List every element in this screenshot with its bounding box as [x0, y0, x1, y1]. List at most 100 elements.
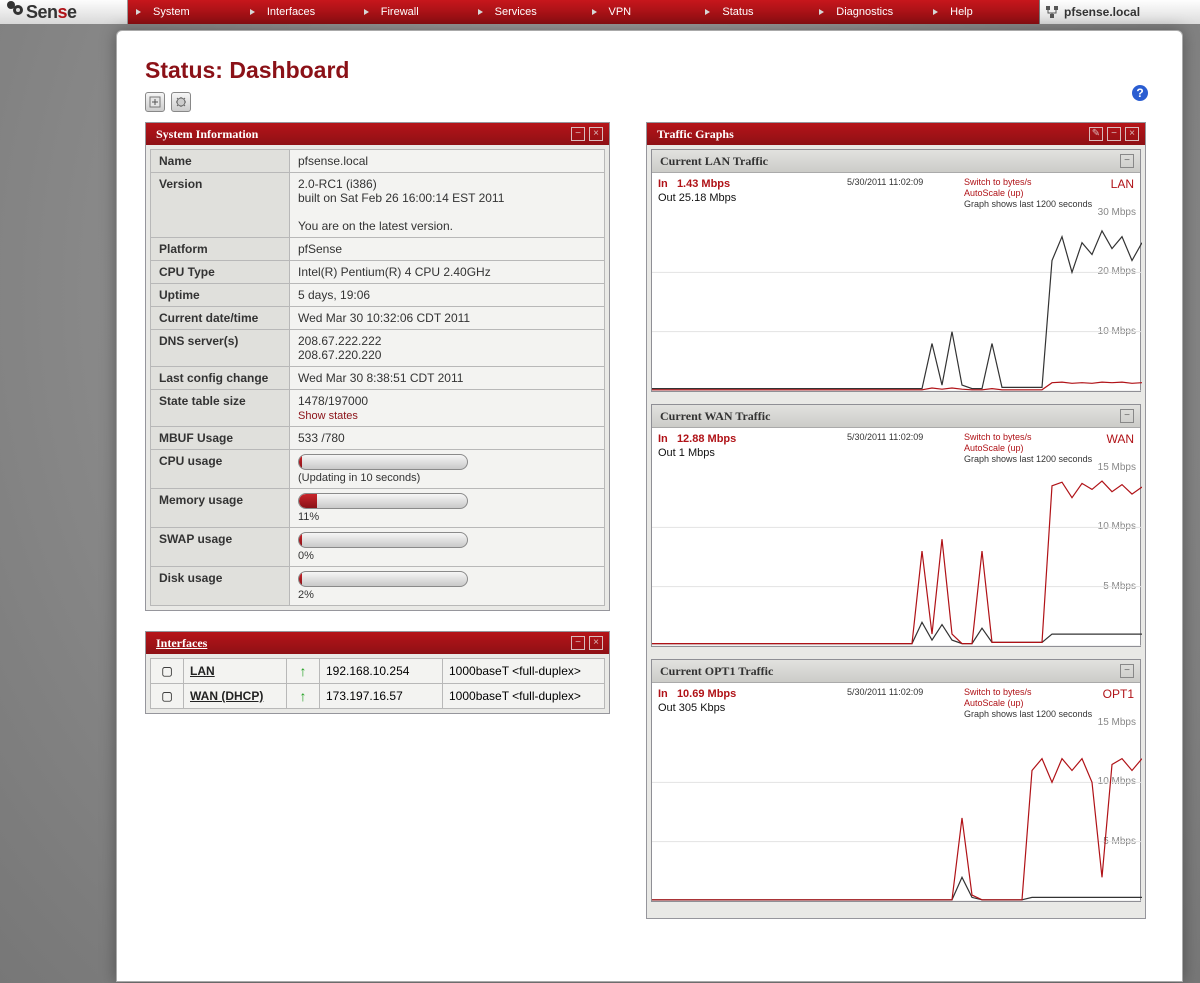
sysinfo-key: Platform — [151, 238, 290, 261]
traffic-graphs-widget: Traffic Graphs ✎ − × Current LAN Traffic… — [646, 122, 1146, 919]
usage-label: 0% — [298, 550, 596, 562]
usage-bar — [298, 454, 468, 470]
graph-body: In 1.43 MbpsOut 25.18 Mbps 5/30/2011 11:0… — [652, 173, 1140, 391]
graph-plot — [652, 468, 1142, 646]
add-widget-button[interactable] — [145, 92, 165, 112]
widget-title: Traffic Graphs — [657, 123, 1085, 145]
sysinfo-key: Last config change — [151, 367, 290, 390]
main-menu: SystemInterfacesFirewallServicesVPNStatu… — [128, 0, 1039, 24]
menu-diagnostics[interactable]: Diagnostics — [811, 0, 925, 24]
logo-icon — [6, 0, 24, 18]
config-icon[interactable]: ✎ — [1089, 127, 1103, 141]
logo: Sense — [0, 0, 128, 24]
sysinfo-key: Current date/time — [151, 307, 290, 330]
interface-name[interactable]: LAN — [190, 664, 215, 678]
graph-timestamp: 5/30/2011 11:02:09 — [847, 687, 923, 697]
sysinfo-value: 5 days, 19:06 — [290, 284, 605, 307]
interface-name[interactable]: WAN (DHCP) — [190, 689, 263, 703]
graph-meta: Switch to bytes/sAutoScale (up)Graph sho… — [964, 687, 1092, 720]
graph-timestamp: 5/30/2011 11:02:09 — [847, 177, 923, 187]
status-up-icon: ↑ — [300, 663, 307, 679]
help-icon[interactable]: ? — [1132, 85, 1148, 101]
interfaces-widget: Interfaces − × ▢LAN↑192.168.10.2541000ba… — [145, 631, 610, 714]
sysinfo-key: Version — [151, 173, 290, 238]
graph-title: Current WAN Traffic — [660, 405, 1120, 427]
sysinfo-value: 533 /780 — [290, 427, 605, 450]
system-info-table: Namepfsense.localVersion2.0-RC1 (i386)bu… — [150, 149, 605, 606]
menu-system[interactable]: System — [128, 0, 242, 24]
top-nav: Sense SystemInterfacesFirewallServicesVP… — [0, 0, 1200, 24]
graph-iface-label: WAN — [1106, 432, 1134, 446]
page-body: Status: Dashboard ? System Information −… — [116, 30, 1183, 982]
graph-iface-label: OPT1 — [1103, 687, 1134, 701]
graph-meta: Switch to bytes/sAutoScale (up)Graph sho… — [964, 432, 1092, 465]
menu-interfaces[interactable]: Interfaces — [242, 0, 356, 24]
menu-status[interactable]: Status — [697, 0, 811, 24]
sysinfo-value: (Updating in 10 seconds) — [290, 450, 605, 489]
interface-ip: 173.197.16.57 — [320, 684, 443, 709]
usage-bar — [298, 493, 468, 509]
hostname-label: pfsense.local — [1064, 5, 1140, 19]
graph-legend: In 1.43 MbpsOut 25.18 Mbps — [658, 177, 736, 205]
sysinfo-key: Name — [151, 150, 290, 173]
graph-body: In 12.88 MbpsOut 1 Mbps 5/30/2011 11:02:0… — [652, 428, 1140, 646]
usage-label: 11% — [298, 511, 596, 523]
sysinfo-key: Disk usage — [151, 567, 290, 606]
menu-vpn[interactable]: VPN — [584, 0, 698, 24]
widget-title: System Information — [156, 123, 567, 145]
system-information-widget: System Information − × Namepfsense.local… — [145, 122, 610, 611]
sysinfo-key: SWAP usage — [151, 528, 290, 567]
traffic-graphs-body: Current LAN Traffic−In 1.43 MbpsOut 25.1… — [647, 145, 1145, 918]
sysinfo-value: 2.0-RC1 (i386)built on Sat Feb 26 16:00:… — [290, 173, 605, 238]
graph-legend: In 12.88 MbpsOut 1 Mbps — [658, 432, 736, 460]
graph-meta: Switch to bytes/sAutoScale (up)Graph sho… — [964, 177, 1092, 210]
sysinfo-key: Memory usage — [151, 489, 290, 528]
minimize-icon[interactable]: − — [1120, 154, 1134, 168]
graph-title: Current OPT1 Traffic — [660, 660, 1120, 682]
minimize-icon[interactable]: − — [1120, 409, 1134, 423]
graph-plot — [652, 723, 1142, 901]
minimize-icon[interactable]: − — [571, 127, 585, 141]
interface-icon: ▢ — [161, 689, 172, 703]
close-icon[interactable]: × — [589, 636, 603, 650]
interface-ip: 192.168.10.254 — [320, 659, 443, 684]
usage-bar — [298, 532, 468, 548]
graph-plot — [652, 213, 1142, 391]
close-icon[interactable]: × — [1125, 127, 1139, 141]
status-up-icon: ↑ — [300, 688, 307, 704]
minimize-icon[interactable]: − — [1120, 664, 1134, 678]
usage-label: (Updating in 10 seconds) — [298, 472, 596, 484]
sysinfo-value: pfSense — [290, 238, 605, 261]
traffic-graph: Current OPT1 Traffic− In 10.69 MbpsOut 30… — [651, 659, 1141, 902]
close-icon[interactable]: × — [589, 127, 603, 141]
sysinfo-value: 11% — [290, 489, 605, 528]
sysinfo-key: MBUF Usage — [151, 427, 290, 450]
menu-help[interactable]: Help — [925, 0, 1039, 24]
settings-button[interactable] — [171, 92, 191, 112]
sysinfo-key: CPU Type — [151, 261, 290, 284]
menu-firewall[interactable]: Firewall — [356, 0, 470, 24]
minimize-icon[interactable]: − — [1107, 127, 1121, 141]
hostname-tab[interactable]: pfsense.local — [1039, 0, 1200, 24]
sysinfo-key: State table size — [151, 390, 290, 427]
minimize-icon[interactable]: − — [571, 636, 585, 650]
sysinfo-key: DNS server(s) — [151, 330, 290, 367]
sysinfo-value: Wed Mar 30 10:32:06 CDT 2011 — [290, 307, 605, 330]
sysinfo-value: 1478/197000Show states — [290, 390, 605, 427]
sysinfo-key: CPU usage — [151, 450, 290, 489]
usage-label: 2% — [298, 589, 596, 601]
page-title: Status: Dashboard — [145, 59, 1154, 82]
menu-services[interactable]: Services — [470, 0, 584, 24]
interface-media: 1000baseT <full-duplex> — [443, 659, 605, 684]
graph-iface-label: LAN — [1111, 177, 1134, 191]
sysinfo-value: 2% — [290, 567, 605, 606]
traffic-graph: Current LAN Traffic−In 1.43 MbpsOut 25.1… — [651, 149, 1141, 392]
show-states-link[interactable]: Show states — [298, 410, 358, 422]
graph-body: In 10.69 MbpsOut 305 Kbps5/30/2011 11:02… — [652, 683, 1140, 901]
interface-row: ▢WAN (DHCP)↑173.197.16.571000baseT <full… — [151, 684, 605, 709]
interface-row: ▢LAN↑192.168.10.2541000baseT <full-duple… — [151, 659, 605, 684]
graph-timestamp: 5/30/2011 11:02:09 — [847, 432, 923, 442]
traffic-graph: Current WAN Traffic− In 12.88 MbpsOut 1 M… — [651, 404, 1141, 647]
sysinfo-value: 0% — [290, 528, 605, 567]
sysinfo-value: pfsense.local — [290, 150, 605, 173]
